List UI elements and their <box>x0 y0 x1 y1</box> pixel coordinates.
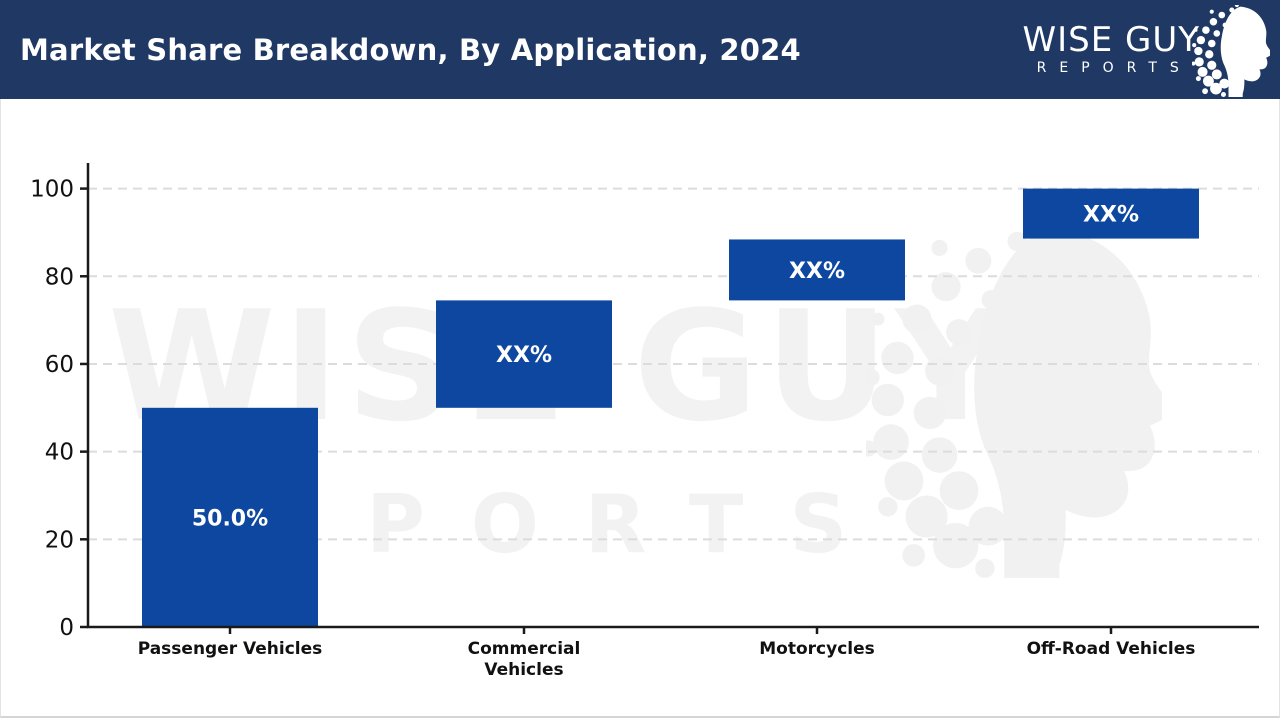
category-label-3: Motorcycles <box>759 639 875 659</box>
y-tick-label-0: 0 <box>59 615 74 641</box>
category-label-1: Passenger Vehicles <box>138 639 323 659</box>
y-tick-label-20: 20 <box>45 527 74 553</box>
header-bar: Market Share Breakdown, By Application, … <box>0 0 1280 99</box>
category-label-2: Commercial Vehicles <box>468 639 581 680</box>
wiseguy-logo: WISE GUY REPORTS <box>1022 0 1270 99</box>
wiseguy-head-icon <box>1192 5 1270 97</box>
y-tick-label-60: 60 <box>45 352 74 378</box>
bar-value-label-4: XX% <box>1083 203 1139 228</box>
category-label-4: Off-Road Vehicles <box>1027 639 1196 659</box>
y-tick-label-80: 80 <box>45 264 74 290</box>
logo-subtext: REPORTS <box>1036 60 1192 77</box>
logo-wordmark: WISE GUY <box>1022 19 1200 60</box>
bar-1 <box>142 407 318 627</box>
bar-value-label-3: XX% <box>789 259 845 284</box>
bar-value-label-1: 50.0% <box>192 506 268 531</box>
bar-2 <box>436 300 612 408</box>
bar-value-label-2: XX% <box>496 343 552 368</box>
y-tick-label-100: 100 <box>30 177 74 203</box>
y-tick-label-40: 40 <box>45 440 74 466</box>
page-title: Market Share Breakdown, By Application, … <box>20 32 801 67</box>
